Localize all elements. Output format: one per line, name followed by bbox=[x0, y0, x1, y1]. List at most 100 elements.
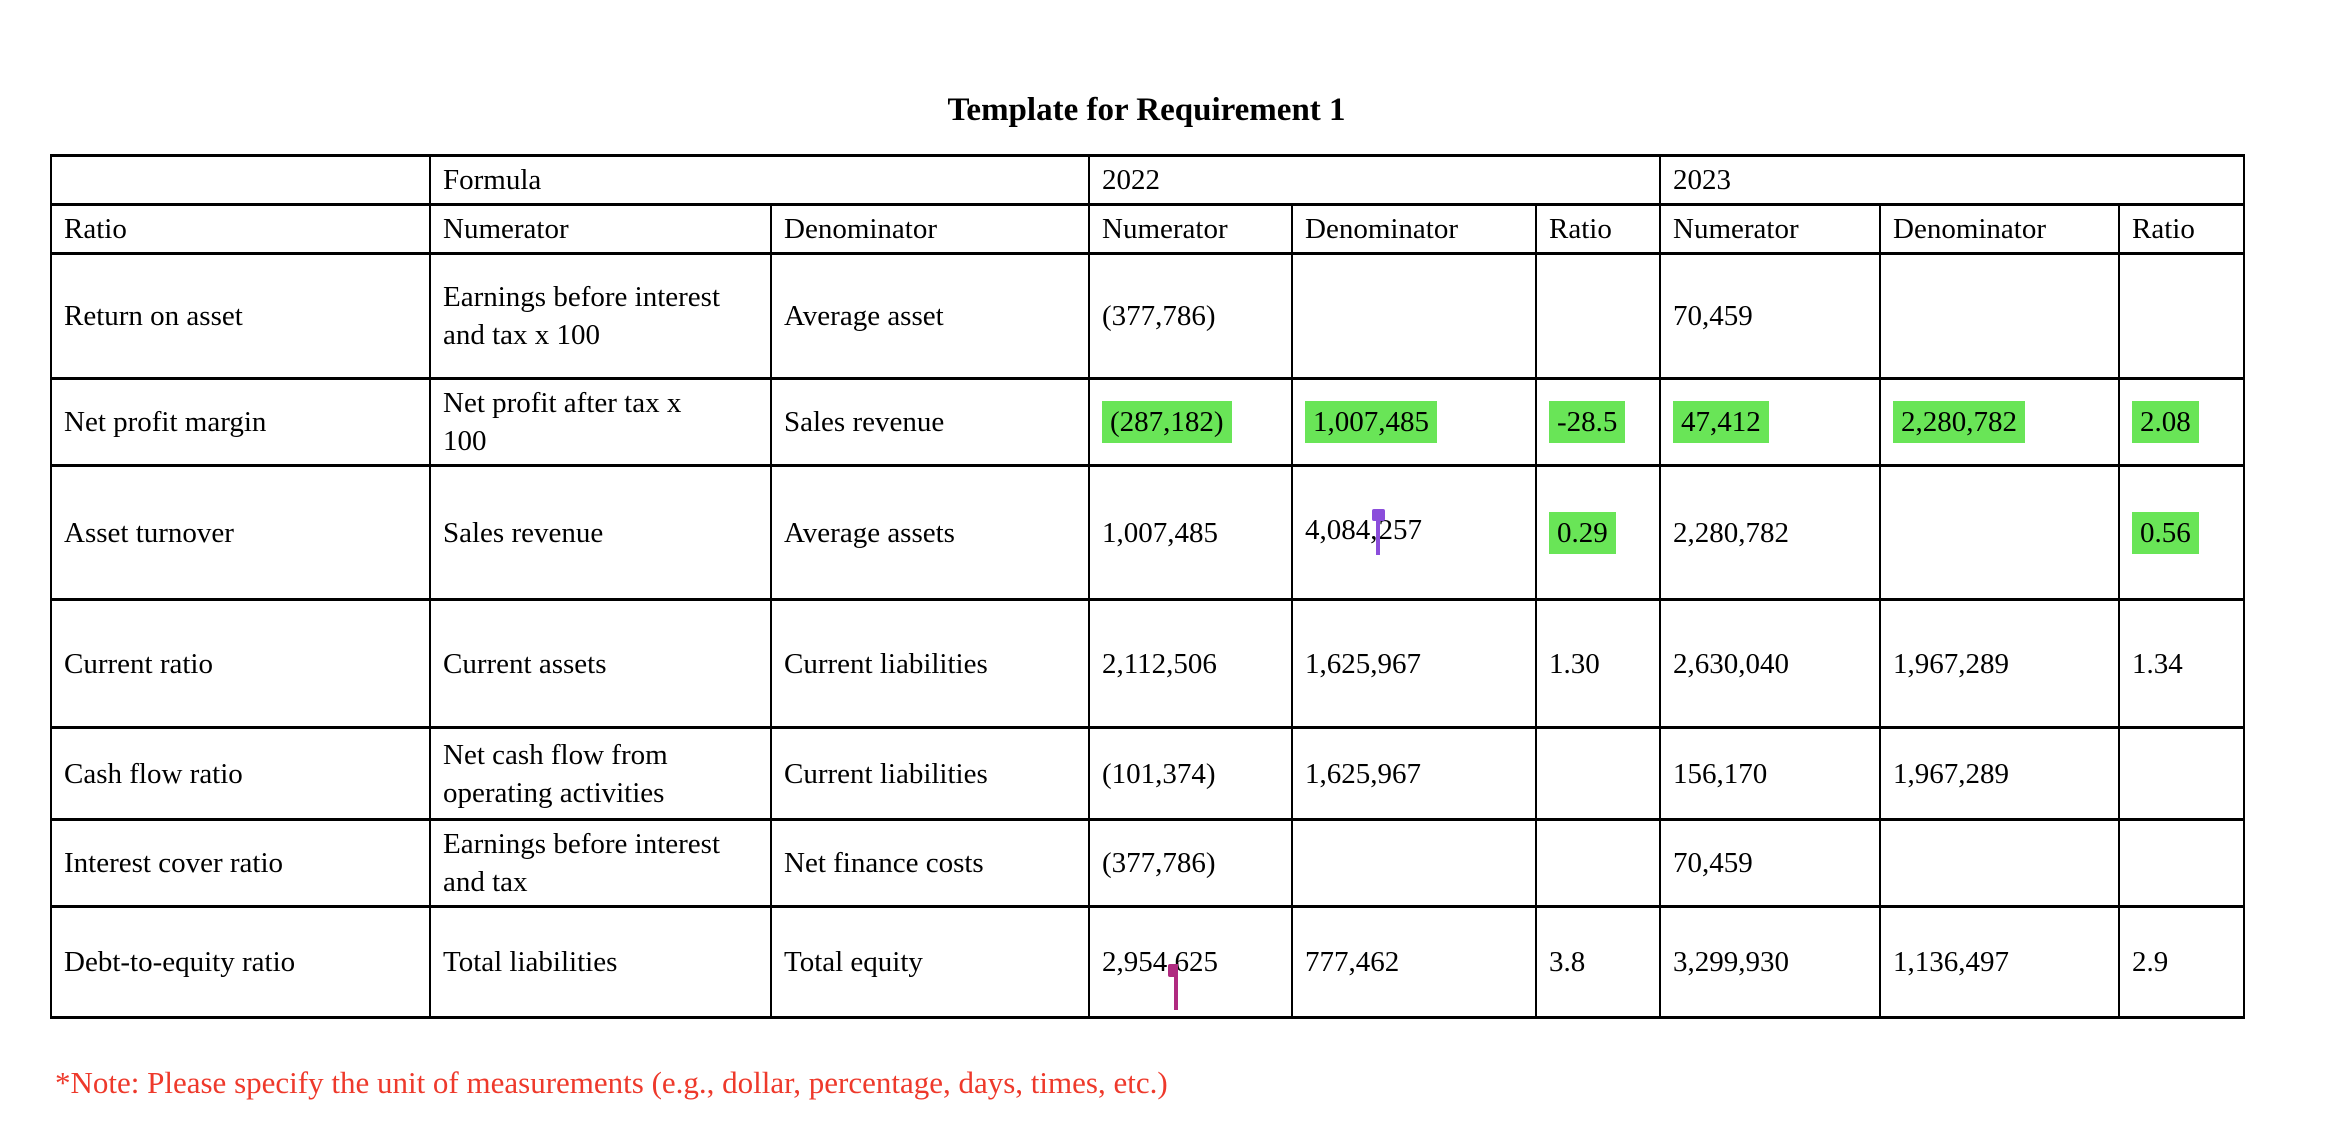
header-2023-ratio: Ratio bbox=[2118, 203, 2245, 255]
cell-interest-cover-ratio-2023-ratio[interactable] bbox=[2118, 818, 2245, 908]
header-2022-numerator: Numerator bbox=[1088, 203, 1293, 255]
cell-interest-cover-ratio-2023-denominator[interactable] bbox=[1879, 818, 2120, 908]
footnote: *Note: Please specify the unit of measur… bbox=[55, 1065, 1168, 1100]
cell-net-profit-margin-2023-ratio[interactable]: 2.08 bbox=[2118, 377, 2245, 467]
cell-current-ratio-2023-numerator[interactable]: 2,630,040 bbox=[1659, 598, 1881, 729]
cell-interest-cover-ratio-formula-denominator: Net finance costs bbox=[770, 818, 1090, 908]
cell-interest-cover-ratio-label: Interest cover ratio bbox=[50, 818, 431, 908]
header-formula-denominator: Denominator bbox=[770, 203, 1090, 255]
cell-current-ratio-2023-denominator[interactable]: 1,967,289 bbox=[1879, 598, 2120, 729]
highlighted-value: 0.56 bbox=[2132, 511, 2199, 554]
cell-cash-flow-ratio-2023-numerator[interactable]: 156,170 bbox=[1659, 726, 1881, 821]
table-row: Interest cover ratio Earnings before int… bbox=[50, 818, 2245, 908]
table-row: Cash flow ratio Net cash flow from opera… bbox=[50, 726, 2245, 821]
cell-asset-turnover-2022-denominator[interactable]: 4,084,257 bbox=[1291, 464, 1537, 601]
cell-return-on-asset-2023-numerator[interactable]: 70,459 bbox=[1659, 252, 1881, 380]
cell-return-on-asset-2022-denominator[interactable] bbox=[1291, 252, 1537, 380]
cell-asset-turnover-2023-ratio[interactable]: 0.56 bbox=[2118, 464, 2245, 601]
cell-interest-cover-ratio-2022-numerator[interactable]: (377,786) bbox=[1088, 818, 1293, 908]
header-empty-corner bbox=[50, 154, 431, 206]
cell-cash-flow-ratio-2022-numerator[interactable]: (101,374) bbox=[1088, 726, 1293, 821]
cell-return-on-asset-label: Return on asset bbox=[50, 252, 431, 380]
header-2023: 2023 bbox=[1659, 154, 2245, 206]
cell-debt-to-equity-ratio-2023-numerator[interactable]: 3,299,930 bbox=[1659, 905, 1881, 1019]
cell-current-ratio-2022-denominator[interactable]: 1,625,967 bbox=[1291, 598, 1537, 729]
cell-current-ratio-2022-numerator[interactable]: 2,112,506 bbox=[1088, 598, 1293, 729]
cell-net-profit-margin-label: Net profit margin bbox=[50, 377, 431, 467]
cell-return-on-asset-2022-ratio[interactable] bbox=[1535, 252, 1661, 380]
table-row: Net profit margin Net profit after tax x… bbox=[50, 377, 2245, 467]
table-row: Current ratio Current assets Current lia… bbox=[50, 598, 2245, 729]
cell-debt-to-equity-ratio-2022-denominator[interactable]: 777,462 bbox=[1291, 905, 1537, 1019]
cell-debt-to-equity-ratio-2023-ratio[interactable]: 2.9 bbox=[2118, 905, 2245, 1019]
cell-asset-turnover-2022-ratio[interactable]: 0.29 bbox=[1535, 464, 1661, 601]
cell-cash-flow-ratio-2022-ratio[interactable] bbox=[1535, 726, 1661, 821]
cell-current-ratio-formula-denominator: Current liabilities bbox=[770, 598, 1090, 729]
cell-net-profit-margin-formula-denominator: Sales revenue bbox=[770, 377, 1090, 467]
cell-debt-to-equity-ratio-2022-numerator[interactable]: 2,954,625 bbox=[1088, 905, 1293, 1019]
cell-net-profit-margin-formula-numerator: Net profit after tax x 100 bbox=[429, 377, 772, 467]
table-row: Return on asset Earnings before interest… bbox=[50, 252, 2245, 380]
cell-asset-turnover-formula-numerator: Sales revenue bbox=[429, 464, 772, 601]
header-formula-numerator: Numerator bbox=[429, 203, 772, 255]
cell-debt-to-equity-ratio-formula-denominator: Total equity bbox=[770, 905, 1090, 1019]
cell-interest-cover-ratio-2023-numerator[interactable]: 70,459 bbox=[1659, 818, 1881, 908]
cell-asset-turnover-2023-denominator[interactable] bbox=[1879, 464, 2120, 601]
collaborator-cursor-purple-icon bbox=[1371, 509, 1385, 555]
header-2022-denominator: Denominator bbox=[1291, 203, 1537, 255]
cell-return-on-asset-formula-denominator: Average asset bbox=[770, 252, 1090, 380]
cell-return-on-asset-formula-numerator: Earnings before interest and tax x 100 bbox=[429, 252, 772, 380]
highlighted-value: -28.5 bbox=[1549, 401, 1626, 443]
highlighted-value: (287,182) bbox=[1102, 401, 1232, 443]
highlighted-value: 0.29 bbox=[1549, 511, 1616, 554]
cell-cash-flow-ratio-2023-ratio[interactable] bbox=[2118, 726, 2245, 821]
cell-return-on-asset-2022-numerator[interactable]: (377,786) bbox=[1088, 252, 1293, 380]
cell-net-profit-margin-2023-denominator[interactable]: 2,280,782 bbox=[1879, 377, 2120, 467]
header-ratio: Ratio bbox=[50, 203, 431, 255]
cell-net-profit-margin-2022-numerator[interactable]: (287,182) bbox=[1088, 377, 1293, 467]
highlighted-value: 2.08 bbox=[2132, 401, 2199, 443]
highlighted-value: 47,412 bbox=[1673, 401, 1769, 443]
cell-cash-flow-ratio-formula-numerator: Net cash flow from operating activities bbox=[429, 726, 772, 821]
document-title: Template for Requirement 1 bbox=[947, 92, 1346, 128]
cell-cash-flow-ratio-label: Cash flow ratio bbox=[50, 726, 431, 821]
cell-asset-turnover-2023-numerator[interactable]: 2,280,782 bbox=[1659, 464, 1881, 601]
cell-net-profit-margin-2023-numerator[interactable]: 47,412 bbox=[1659, 377, 1881, 467]
cell-net-profit-margin-2022-ratio[interactable]: -28.5 bbox=[1535, 377, 1661, 467]
header-2023-numerator: Numerator bbox=[1659, 203, 1881, 255]
cell-return-on-asset-2023-ratio[interactable] bbox=[2118, 252, 2245, 380]
table-row-sub-headers: Ratio Numerator Denominator Numerator De… bbox=[50, 203, 2245, 255]
highlighted-value: 1,007,485 bbox=[1305, 401, 1437, 443]
cell-asset-turnover-2022-numerator[interactable]: 1,007,485 bbox=[1088, 464, 1293, 601]
cell-current-ratio-formula-numerator: Current assets bbox=[429, 598, 772, 729]
cell-debt-to-equity-ratio-label: Debt-to-equity ratio bbox=[50, 905, 431, 1019]
collaborator-cursor-magenta-icon bbox=[1168, 964, 1178, 1010]
table-row: Asset turnover Sales revenue Average ass… bbox=[50, 464, 2245, 601]
cell-cash-flow-ratio-2023-denominator[interactable]: 1,967,289 bbox=[1879, 726, 2120, 821]
header-2022-ratio: Ratio bbox=[1535, 203, 1661, 255]
cell-debt-to-equity-ratio-formula-numerator: Total liabilities bbox=[429, 905, 772, 1019]
table-row-group-headers: Formula 2022 2023 bbox=[50, 154, 2245, 206]
cell-net-profit-margin-2022-denominator[interactable]: 1,007,485 bbox=[1291, 377, 1537, 467]
cell-debt-to-equity-ratio-2022-ratio[interactable]: 3.8 bbox=[1535, 905, 1661, 1019]
header-formula: Formula bbox=[429, 154, 1090, 206]
cell-cash-flow-ratio-formula-denominator: Current liabilities bbox=[770, 726, 1090, 821]
cell-current-ratio-2023-ratio[interactable]: 1.34 bbox=[2118, 598, 2245, 729]
cell-asset-turnover-label: Asset turnover bbox=[50, 464, 431, 601]
table-row: Debt-to-equity ratio Total liabilities T… bbox=[50, 905, 2245, 1019]
cell-current-ratio-2022-ratio[interactable]: 1.30 bbox=[1535, 598, 1661, 729]
cell-interest-cover-ratio-formula-numerator: Earnings before interest and tax bbox=[429, 818, 772, 908]
cell-interest-cover-ratio-2022-denominator[interactable] bbox=[1291, 818, 1537, 908]
cell-interest-cover-ratio-2022-ratio[interactable] bbox=[1535, 818, 1661, 908]
highlighted-value: 2,280,782 bbox=[1893, 401, 2025, 443]
value-part: 2,954,625 bbox=[1102, 946, 1218, 978]
ratios-table: Formula 2022 2023 Ratio Numerator Denomi… bbox=[50, 154, 2245, 1019]
cell-debt-to-equity-ratio-2023-denominator[interactable]: 1,136,497 bbox=[1879, 905, 2120, 1019]
value-part: 257 bbox=[1378, 514, 1423, 547]
cell-cash-flow-ratio-2022-denominator[interactable]: 1,625,967 bbox=[1291, 726, 1537, 821]
cell-return-on-asset-2023-denominator[interactable] bbox=[1879, 252, 2120, 380]
header-2023-denominator: Denominator bbox=[1879, 203, 2120, 255]
header-2022: 2022 bbox=[1088, 154, 1661, 206]
cell-current-ratio-label: Current ratio bbox=[50, 598, 431, 729]
